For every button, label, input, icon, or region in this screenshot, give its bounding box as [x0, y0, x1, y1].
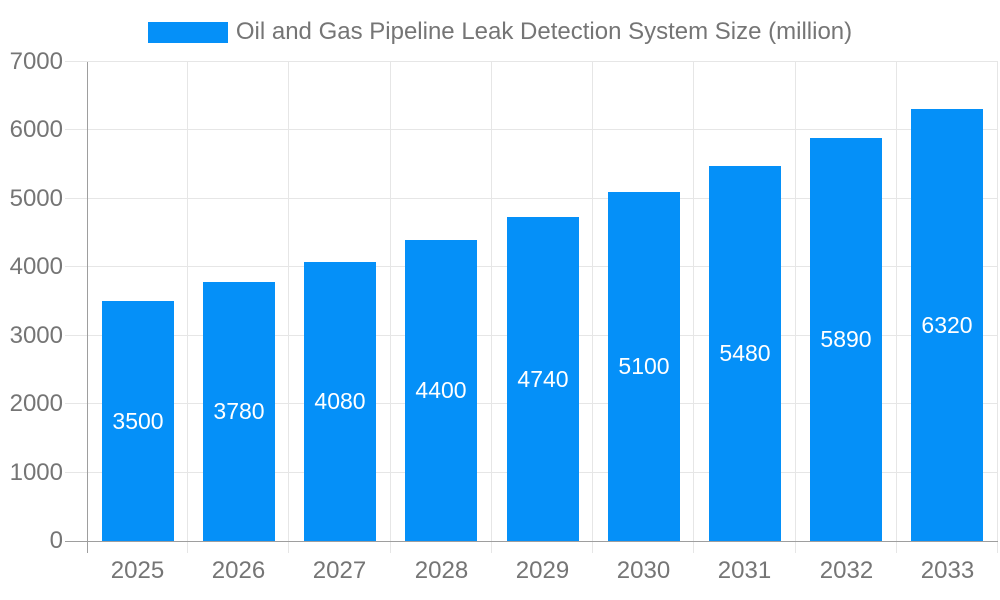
bar-value-label: 5100 — [618, 353, 670, 379]
x-tick-label-2026: 2026 — [211, 557, 266, 584]
bar-2031[interactable]: 5480 — [709, 166, 781, 541]
bar-2027[interactable]: 4080 — [304, 262, 376, 541]
bar-value-label: 4740 — [517, 365, 569, 392]
x-tick-label-2025: 2025 — [110, 557, 165, 584]
y-gridline — [65, 198, 998, 199]
bar-value-label: 3500 — [112, 407, 164, 434]
x-gridline — [795, 62, 796, 553]
x-axis-line — [65, 541, 998, 542]
x-tick-label-2028: 2028 — [414, 557, 469, 584]
chart-title: Oil and Gas Pipeline Leak Detection Syst… — [235, 18, 853, 45]
bar-value-label: 5480 — [719, 340, 771, 366]
y-tick-label-1000: 1000 — [9, 459, 63, 486]
x-tick-label-2027: 2027 — [312, 557, 367, 584]
y-axis-line — [87, 62, 88, 553]
y-tick-label-5000: 5000 — [9, 185, 63, 212]
y-tick-label-0: 0 — [49, 527, 63, 554]
y-gridline — [65, 61, 998, 62]
x-gridline — [288, 62, 289, 553]
bar-value-label: 4400 — [415, 377, 467, 403]
bar-2025[interactable]: 3500 — [102, 301, 174, 541]
bar-value-label: 5890 — [820, 326, 872, 352]
y-tick-label-4000: 4000 — [9, 253, 63, 280]
x-tick-label-2029: 2029 — [515, 557, 570, 584]
chart-legend[interactable]: Oil and Gas Pipeline Leak Detection Syst… — [0, 18, 1000, 45]
x-tick-label-2030: 2030 — [616, 557, 671, 584]
bar-value-label: 4080 — [314, 388, 366, 414]
x-tick-label-2033: 2033 — [920, 557, 975, 584]
y-tick-label-6000: 6000 — [9, 116, 63, 143]
x-gridline — [491, 62, 492, 553]
bar-2030[interactable]: 5100 — [608, 192, 680, 541]
y-tick-label-3000: 3000 — [9, 322, 63, 349]
x-gridline — [187, 62, 188, 553]
x-gridline — [390, 62, 391, 553]
bar-2033[interactable]: 6320 — [911, 109, 983, 541]
x-gridline — [896, 62, 897, 553]
bar-value-label: 6320 — [921, 311, 973, 338]
bar-2026[interactable]: 3780 — [203, 282, 275, 541]
bar-value-label: 3780 — [213, 398, 265, 424]
x-gridline — [693, 62, 694, 553]
x-tick-label-2031: 2031 — [717, 557, 772, 584]
legend-swatch — [147, 21, 228, 43]
x-gridline — [997, 62, 998, 553]
x-gridline — [592, 62, 593, 553]
y-tick-label-2000: 2000 — [9, 390, 63, 417]
bar-2032[interactable]: 5890 — [810, 138, 882, 541]
bar-2028[interactable]: 4400 — [405, 240, 477, 541]
y-gridline — [65, 129, 998, 130]
bar-2029[interactable]: 4740 — [507, 217, 579, 541]
x-tick-label-2032: 2032 — [819, 557, 874, 584]
y-tick-label-7000: 7000 — [9, 48, 63, 75]
